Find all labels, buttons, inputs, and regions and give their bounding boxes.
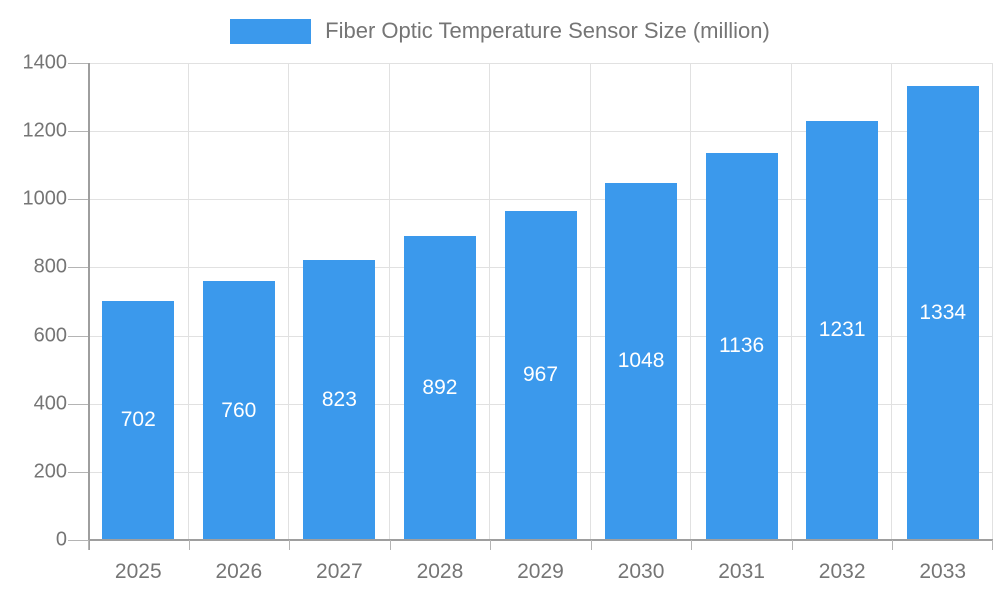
bar-2029[interactable]: 967 [504, 210, 577, 540]
bar-2033[interactable]: 1334 [906, 85, 979, 540]
y-axis-label: 1000 [22, 187, 68, 210]
x-axis-tick [289, 540, 291, 550]
y-axis-tick [68, 540, 88, 541]
y-axis-tick [68, 199, 88, 201]
y-axis-line [88, 63, 90, 550]
gridline-vertical [690, 63, 692, 540]
x-axis-line [88, 539, 993, 541]
y-axis-label: 600 [33, 324, 67, 347]
gridline-vertical [891, 63, 893, 540]
x-axis-label: 2029 [517, 560, 564, 583]
bar-value-label: 1231 [818, 318, 866, 342]
bar-2025[interactable]: 702 [102, 300, 175, 540]
y-axis-tick [68, 131, 88, 133]
x-axis-tick [490, 540, 492, 550]
gridline-vertical [489, 63, 491, 540]
bar-2032[interactable]: 1231 [806, 120, 879, 540]
gridline-vertical [388, 63, 390, 540]
bar-value-label: 702 [120, 408, 156, 432]
bar-value-label: 1334 [919, 300, 967, 324]
gridline-vertical [589, 63, 591, 540]
y-axis-label: 1400 [22, 51, 68, 74]
x-axis-tick [691, 540, 693, 550]
x-axis-tick [791, 540, 793, 550]
gridline-vertical [790, 63, 792, 540]
gridline-vertical [992, 63, 993, 540]
y-axis-label: 400 [33, 392, 67, 415]
x-axis-label: 2033 [919, 560, 967, 583]
x-axis-tick [892, 540, 894, 550]
legend-swatch [230, 18, 312, 44]
y-axis-tick [68, 63, 88, 64]
gridline-horizontal [88, 131, 993, 133]
bar-value-label: 823 [321, 387, 357, 411]
y-axis-tick [68, 403, 88, 405]
x-axis-label: 2028 [416, 560, 464, 583]
y-axis-tick [68, 335, 88, 337]
x-axis-tick [590, 540, 592, 550]
gridline-horizontal [88, 199, 993, 201]
bar-value-label: 892 [422, 376, 458, 400]
y-axis-label: 0 [55, 528, 67, 551]
x-axis-tick [992, 540, 993, 550]
bar-value-label: 967 [522, 363, 559, 387]
y-axis-tick [68, 471, 88, 473]
gridline-vertical [187, 63, 189, 540]
y-axis-tick [68, 267, 88, 269]
bar-2027[interactable]: 823 [303, 259, 376, 540]
x-axis-label: 2031 [718, 560, 765, 583]
x-axis-tick [389, 540, 391, 550]
plot-area: 702 760 823 892 967 1048 1136 1231 1334 [68, 63, 993, 550]
x-axis-label: 2026 [215, 560, 263, 583]
gridline-vertical [288, 63, 290, 540]
x-axis-label: 2027 [316, 560, 363, 583]
bar-2028[interactable]: 892 [403, 236, 476, 540]
legend[interactable]: Fiber Optic Temperature Sensor Size (mil… [0, 18, 1000, 44]
x-axis-label: 2025 [114, 560, 162, 583]
bar-2030[interactable]: 1048 [605, 182, 678, 540]
legend-label: Fiber Optic Temperature Sensor Size (mil… [325, 18, 770, 43]
x-axis-label: 2032 [818, 560, 866, 583]
bar-value-label: 1048 [617, 349, 665, 373]
bar-2031[interactable]: 1136 [705, 152, 778, 540]
y-axis-label: 1200 [22, 119, 68, 142]
x-axis-tick [88, 540, 89, 550]
bar-2026[interactable]: 760 [202, 281, 275, 540]
bar-value-label: 760 [221, 398, 257, 422]
x-axis-label: 2030 [617, 560, 665, 583]
x-axis-tick [188, 540, 190, 550]
bar-value-label: 1136 [719, 334, 765, 358]
y-axis-label: 200 [33, 460, 67, 483]
y-axis-label: 800 [33, 255, 67, 278]
gridline-horizontal [88, 63, 993, 64]
